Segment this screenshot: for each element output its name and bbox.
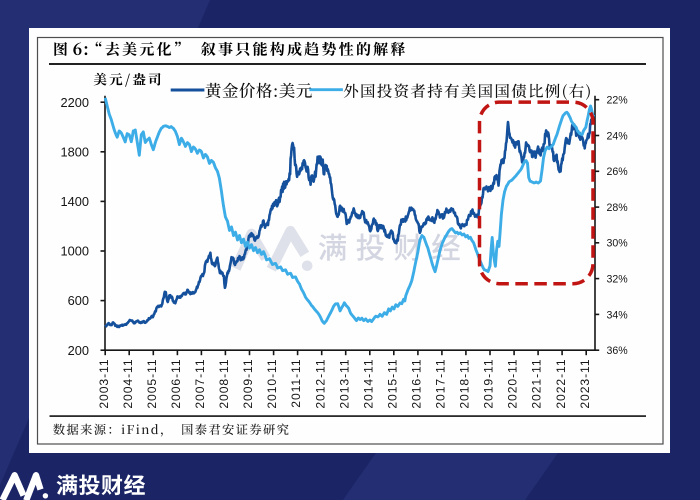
svg-text:2023-11: 2023-11 <box>578 359 592 409</box>
svg-text:2019-11: 2019-11 <box>482 359 496 409</box>
svg-text:32%: 32% <box>607 274 629 286</box>
svg-text:2003-11: 2003-11 <box>97 359 111 409</box>
svg-text:1400: 1400 <box>61 194 89 209</box>
svg-text:2007-11: 2007-11 <box>193 359 207 409</box>
svg-text:2018-11: 2018-11 <box>458 359 472 409</box>
svg-text:2017-11: 2017-11 <box>434 359 448 409</box>
svg-text:34%: 34% <box>607 309 629 321</box>
svg-text:26%: 26% <box>607 166 629 178</box>
svg-text:2009-11: 2009-11 <box>241 359 255 409</box>
svg-text:1800: 1800 <box>61 144 89 159</box>
svg-text:2008-11: 2008-11 <box>217 359 231 409</box>
svg-text:2011-11: 2011-11 <box>289 359 303 408</box>
svg-text:28%: 28% <box>607 202 629 214</box>
svg-text:2006-11: 2006-11 <box>169 359 183 409</box>
svg-text:1000: 1000 <box>61 244 89 259</box>
svg-text:2016-11: 2016-11 <box>410 359 424 409</box>
svg-text:2015-11: 2015-11 <box>385 359 399 409</box>
svg-text:2022-11: 2022-11 <box>554 359 568 409</box>
svg-text:2013-11: 2013-11 <box>337 359 351 409</box>
svg-text:2200: 2200 <box>61 95 89 110</box>
svg-text:36%: 36% <box>607 345 629 357</box>
svg-text:22%: 22% <box>607 95 629 107</box>
svg-text:2010-11: 2010-11 <box>265 359 279 409</box>
svg-text:24%: 24% <box>607 130 629 142</box>
svg-text:600: 600 <box>68 293 89 308</box>
svg-text:2012-11: 2012-11 <box>313 359 327 409</box>
svg-text:2014-11: 2014-11 <box>361 359 375 409</box>
svg-text:200: 200 <box>68 343 89 358</box>
svg-text:2004-11: 2004-11 <box>121 359 135 409</box>
svg-text:2020-11: 2020-11 <box>506 359 520 409</box>
svg-text:30%: 30% <box>607 238 629 250</box>
svg-text:2021-11: 2021-11 <box>530 359 544 409</box>
svg-text:2005-11: 2005-11 <box>145 359 159 409</box>
